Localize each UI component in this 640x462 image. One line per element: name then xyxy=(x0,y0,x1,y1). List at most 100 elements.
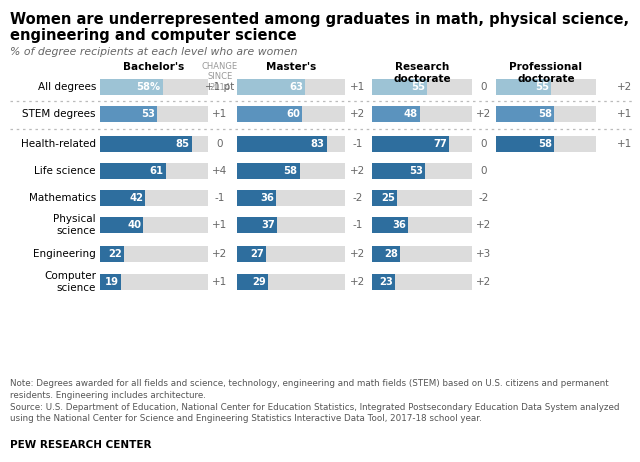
Text: 27: 27 xyxy=(250,249,264,259)
Bar xyxy=(100,246,208,262)
Text: 22: 22 xyxy=(108,249,122,259)
Text: +2: +2 xyxy=(212,249,228,259)
Text: 23: 23 xyxy=(380,277,393,287)
Bar xyxy=(237,217,277,233)
Text: Note: Degrees awarded for all fields and science, technology, engineering and ma: Note: Degrees awarded for all fields and… xyxy=(10,379,620,423)
Bar xyxy=(372,136,449,152)
Bar xyxy=(237,190,345,206)
Text: +2: +2 xyxy=(350,277,365,287)
Text: 36: 36 xyxy=(260,193,274,203)
Text: +2: +2 xyxy=(350,109,365,119)
Text: 53: 53 xyxy=(141,109,156,119)
Text: 19: 19 xyxy=(104,277,118,287)
Text: 25: 25 xyxy=(381,193,395,203)
Bar xyxy=(100,136,192,152)
Text: 58: 58 xyxy=(538,109,552,119)
Text: -2: -2 xyxy=(353,193,363,203)
Bar xyxy=(237,217,345,233)
Text: PEW RESEARCH CENTER: PEW RESEARCH CENTER xyxy=(10,440,152,450)
Bar xyxy=(372,190,472,206)
Text: 0: 0 xyxy=(217,139,223,149)
Text: Computer
science: Computer science xyxy=(44,271,96,293)
Text: 55: 55 xyxy=(411,82,425,92)
Bar xyxy=(237,79,345,95)
Bar xyxy=(100,79,163,95)
Bar xyxy=(237,190,276,206)
Text: 63: 63 xyxy=(289,82,303,92)
Bar xyxy=(496,106,554,122)
Bar xyxy=(237,106,302,122)
Bar xyxy=(100,163,166,179)
Text: 83: 83 xyxy=(311,139,324,149)
Bar xyxy=(237,106,345,122)
Bar xyxy=(372,79,427,95)
Text: 40: 40 xyxy=(127,220,141,230)
Text: -1: -1 xyxy=(215,193,225,203)
Text: +2: +2 xyxy=(476,277,492,287)
Bar xyxy=(237,136,326,152)
Text: 77: 77 xyxy=(433,139,447,149)
Text: Master's: Master's xyxy=(266,62,316,72)
Text: +4: +4 xyxy=(212,166,228,176)
Text: Research
doctorate: Research doctorate xyxy=(393,62,451,84)
Text: 0: 0 xyxy=(481,166,487,176)
Bar xyxy=(237,274,345,290)
Text: 0: 0 xyxy=(481,139,487,149)
Text: 61: 61 xyxy=(150,166,164,176)
Text: +1: +1 xyxy=(617,109,632,119)
Text: 0: 0 xyxy=(481,82,487,92)
Bar xyxy=(372,246,472,262)
Bar xyxy=(237,246,345,262)
Bar xyxy=(100,190,208,206)
Text: 58: 58 xyxy=(538,139,552,149)
Bar xyxy=(496,136,596,152)
Text: 29: 29 xyxy=(253,277,266,287)
Bar xyxy=(496,106,596,122)
Bar xyxy=(100,79,208,95)
Text: % of degree recipients at each level who are women: % of degree recipients at each level who… xyxy=(10,47,298,57)
Bar xyxy=(372,163,472,179)
Text: +1: +1 xyxy=(212,220,228,230)
Text: STEM degrees: STEM degrees xyxy=(22,109,96,119)
Bar xyxy=(237,274,268,290)
Text: +1: +1 xyxy=(350,82,365,92)
Text: engineering and computer science: engineering and computer science xyxy=(10,28,296,43)
Text: -1: -1 xyxy=(353,139,363,149)
Bar xyxy=(372,217,408,233)
Text: Health-related: Health-related xyxy=(21,139,96,149)
Bar xyxy=(372,217,472,233)
Text: Engineering: Engineering xyxy=(33,249,96,259)
Text: 28: 28 xyxy=(384,249,398,259)
Bar xyxy=(496,79,596,95)
Text: -2: -2 xyxy=(479,193,489,203)
Text: +1: +1 xyxy=(212,109,228,119)
Text: Life science: Life science xyxy=(35,166,96,176)
Text: +2: +2 xyxy=(350,166,365,176)
Bar xyxy=(372,246,400,262)
Bar xyxy=(100,163,208,179)
Text: 37: 37 xyxy=(261,220,275,230)
Text: +1: +1 xyxy=(617,139,632,149)
Bar xyxy=(372,163,425,179)
Text: Mathematics: Mathematics xyxy=(29,193,96,203)
Text: Professional
doctorate: Professional doctorate xyxy=(509,62,582,84)
Text: CHANGE
SINCE
2014: CHANGE SINCE 2014 xyxy=(202,62,238,92)
Text: All degrees: All degrees xyxy=(38,82,96,92)
Text: 55: 55 xyxy=(535,82,549,92)
Bar xyxy=(372,274,472,290)
Text: 58: 58 xyxy=(284,166,298,176)
Bar xyxy=(237,136,345,152)
Text: Physical
science: Physical science xyxy=(53,214,96,236)
Bar xyxy=(100,136,208,152)
Bar xyxy=(237,163,345,179)
Text: -1: -1 xyxy=(353,220,363,230)
Bar xyxy=(100,190,145,206)
Text: +2: +2 xyxy=(476,220,492,230)
Bar xyxy=(100,246,124,262)
Text: +1 pt: +1 pt xyxy=(205,82,235,92)
Bar xyxy=(237,79,305,95)
Bar xyxy=(496,136,554,152)
Bar xyxy=(372,136,472,152)
Text: 85: 85 xyxy=(176,139,190,149)
Text: +2: +2 xyxy=(617,82,632,92)
